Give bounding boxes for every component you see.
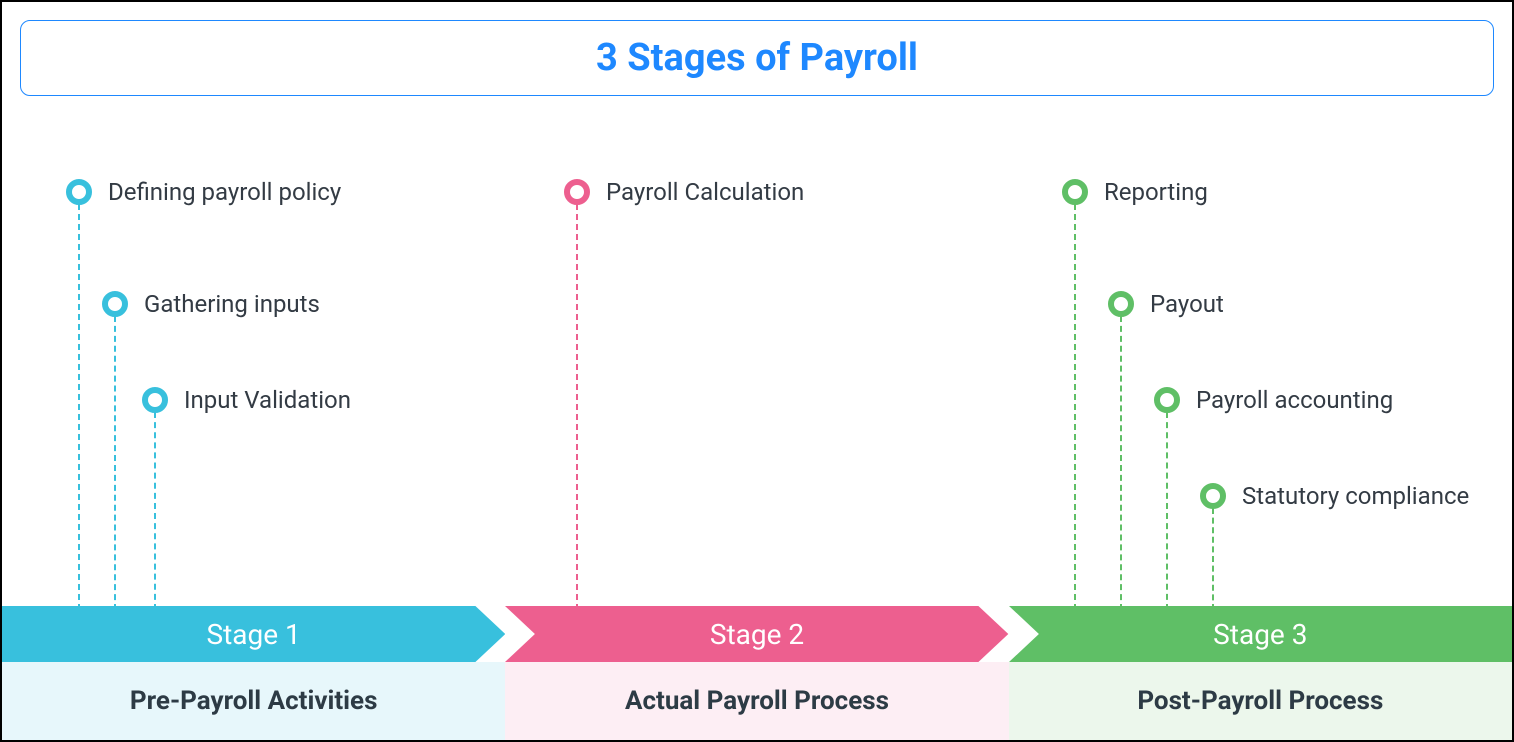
- stage-2-subtitle: Actual Payroll Process: [505, 662, 1008, 740]
- circle-icon: [142, 387, 168, 413]
- stage-3-stem-0: [1074, 204, 1076, 610]
- stage-1-bullet-0: Defining payroll policy: [66, 178, 341, 206]
- stage-2-bullet-0: Payroll Calculation: [564, 178, 804, 206]
- stage-1-bullet-label-2: Input Validation: [184, 386, 351, 414]
- stage-3-bullet-1: Payout: [1108, 290, 1224, 318]
- circle-icon: [1108, 291, 1134, 317]
- stage-1-stem-2: [154, 412, 156, 610]
- stage-1-stem-0: [78, 204, 80, 610]
- stage-3-stem-1: [1120, 316, 1122, 610]
- stage-3-bullet-3: Statutory compliance: [1200, 482, 1469, 510]
- page-title: 3 Stages of Payroll: [596, 36, 918, 80]
- stage-3-bullet-label-2: Payroll accounting: [1196, 386, 1393, 414]
- circle-icon: [1154, 387, 1180, 413]
- stage-subtitle-bar: Pre-Payroll ActivitiesActual Payroll Pro…: [2, 662, 1512, 740]
- stage-3-bullet-label-1: Payout: [1150, 290, 1224, 318]
- circle-icon: [102, 291, 128, 317]
- circle-icon: [1062, 179, 1088, 205]
- stage-3-stem-2: [1166, 412, 1168, 610]
- title-container: 3 Stages of Payroll: [20, 20, 1494, 96]
- stage-3-arrow: Stage 3: [1009, 606, 1512, 662]
- stage-3-bullet-2: Payroll accounting: [1154, 386, 1393, 414]
- circle-icon: [1200, 483, 1226, 509]
- stage-1-label: Stage 1: [2, 606, 505, 662]
- stage-2-label: Stage 2: [505, 606, 1008, 662]
- stage-1-arrow: Stage 1: [2, 606, 505, 662]
- stage-2-stem-0: [576, 204, 578, 610]
- stage-1-stem-1: [114, 316, 116, 610]
- stage-1-bullet-label-1: Gathering inputs: [144, 290, 320, 318]
- stage-arrow-bar: Stage 1Stage 2Stage 3: [2, 606, 1512, 662]
- circle-icon: [66, 179, 92, 205]
- stage-3-bullet-label-0: Reporting: [1104, 178, 1208, 206]
- stage-3-stem-3: [1212, 508, 1214, 610]
- stage-3-bullet-label-3: Statutory compliance: [1242, 482, 1469, 510]
- circle-icon: [564, 179, 590, 205]
- diagram-area: Stage 1Stage 2Stage 3Pre-Payroll Activit…: [2, 112, 1512, 740]
- stage-2-bullet-label-0: Payroll Calculation: [606, 178, 804, 206]
- stage-1-bullet-1: Gathering inputs: [102, 290, 320, 318]
- stage-1-bullet-2: Input Validation: [142, 386, 351, 414]
- stage-3-subtitle: Post-Payroll Process: [1009, 662, 1512, 740]
- stage-3-label: Stage 3: [1009, 606, 1512, 662]
- stage-3-bullet-0: Reporting: [1062, 178, 1208, 206]
- stage-1-bullet-label-0: Defining payroll policy: [108, 178, 341, 206]
- stage-2-arrow: Stage 2: [505, 606, 1008, 662]
- stage-1-subtitle: Pre-Payroll Activities: [2, 662, 505, 740]
